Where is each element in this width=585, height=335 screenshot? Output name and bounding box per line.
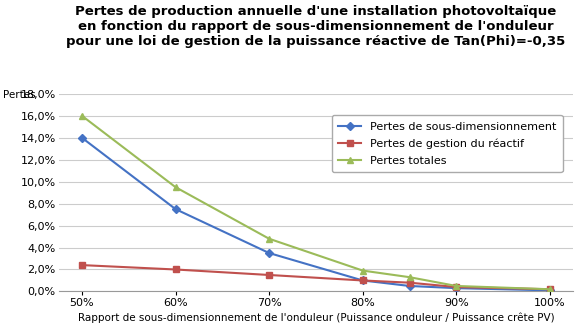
Pertes de gestion du réactif: [78, 263, 85, 267]
Pertes de sous-dimensionnement: [453, 286, 460, 290]
Pertes de gestion du réactif: [266, 273, 273, 277]
Pertes totales: [546, 287, 553, 291]
Pertes totales: [406, 275, 413, 279]
Pertes de sous-dimensionnement: [546, 288, 553, 292]
Pertes totales: [453, 284, 460, 288]
Pertes de gestion du réactif: [359, 278, 366, 282]
Pertes de sous-dimensionnement: [78, 136, 85, 140]
Legend: Pertes de sous-dimensionnement, Pertes de gestion du réactif, Pertes totales: Pertes de sous-dimensionnement, Pertes d…: [332, 115, 563, 172]
Line: Pertes totales: Pertes totales: [78, 112, 553, 293]
Pertes totales: [172, 185, 179, 189]
Pertes de gestion du réactif: [172, 267, 179, 271]
Pertes de gestion du réactif: [546, 287, 553, 291]
Text: Pertes: Pertes: [3, 90, 36, 100]
Pertes de gestion du réactif: [406, 281, 413, 285]
Line: Pertes de gestion du réactif: Pertes de gestion du réactif: [79, 262, 553, 292]
Pertes de gestion du réactif: [453, 285, 460, 289]
Pertes de sous-dimensionnement: [359, 278, 366, 282]
Pertes de sous-dimensionnement: [172, 207, 179, 211]
X-axis label: Rapport de sous-dimensionnement de l'onduleur (Puissance onduleur / Puissance cr: Rapport de sous-dimensionnement de l'ond…: [78, 313, 554, 323]
Pertes totales: [78, 114, 85, 118]
Pertes de sous-dimensionnement: [266, 251, 273, 255]
Pertes de sous-dimensionnement: [406, 284, 413, 288]
Pertes totales: [359, 269, 366, 273]
Line: Pertes de sous-dimensionnement: Pertes de sous-dimensionnement: [79, 135, 553, 293]
Pertes totales: [266, 237, 273, 241]
Text: Pertes de production annuelle d'une installation photovoltaïque
en fonction du r: Pertes de production annuelle d'une inst…: [66, 5, 566, 48]
